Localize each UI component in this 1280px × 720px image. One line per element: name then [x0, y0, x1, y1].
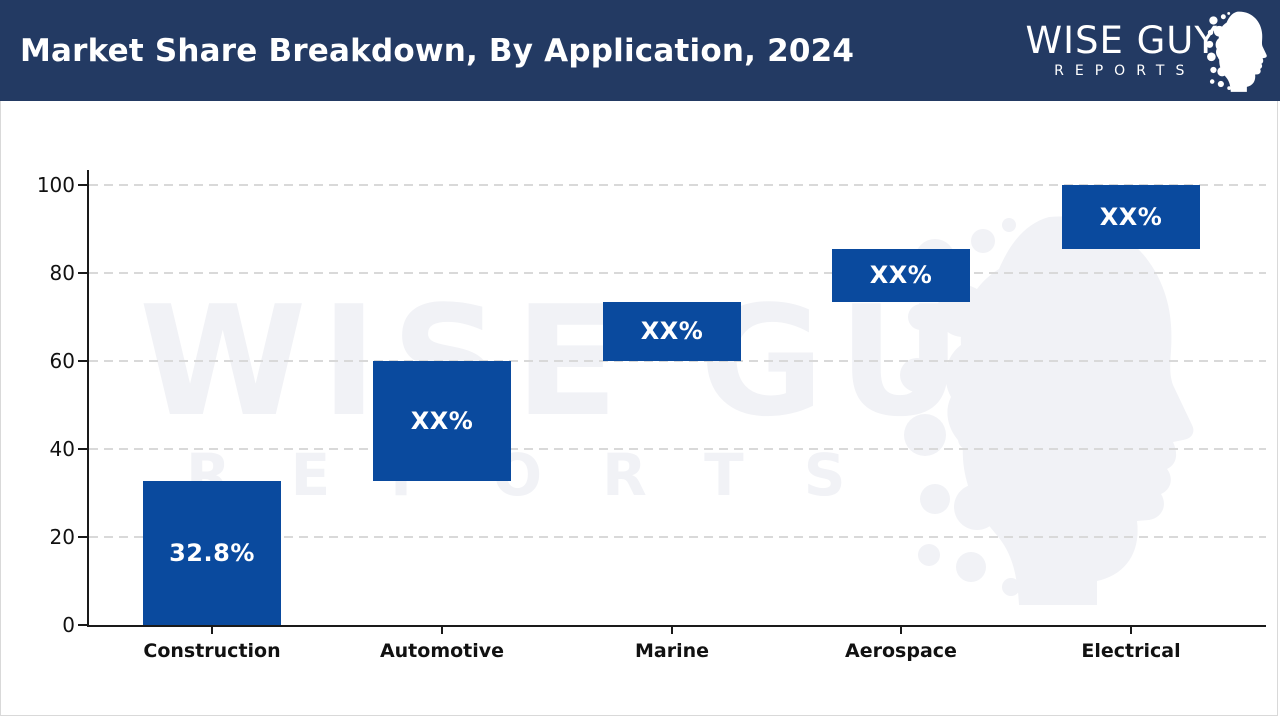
y-tick-mark — [78, 183, 87, 186]
logo-wordmark: WISE GUY REPORTS — [1026, 22, 1218, 79]
x-axis-spine — [87, 625, 1266, 627]
bar-value-label: XX% — [640, 317, 704, 346]
bar-construction: 32.8% — [143, 480, 281, 625]
y-tick-label: 60 — [49, 348, 75, 373]
bar-electrical: XX% — [1062, 184, 1200, 249]
gridline-80 — [89, 271, 1266, 274]
bar-value-label: XX% — [869, 261, 933, 290]
bar-value-label: XX% — [410, 406, 474, 435]
y-tick-label: 100 — [36, 172, 75, 197]
x-category-label: Marine — [634, 640, 710, 662]
y-tick-mark — [78, 271, 87, 274]
y-axis-spine — [87, 170, 89, 627]
logo-wordmark-line2: REPORTS — [1054, 63, 1196, 79]
y-tick-mark — [78, 624, 87, 626]
logo-wordmark-line1: WISE GUY — [1025, 19, 1218, 62]
x-tick-mark — [900, 625, 902, 634]
watermark-face-icon — [900, 216, 1194, 605]
watermark-subtext: REPORTS — [186, 441, 906, 509]
logo-face-icon — [1206, 11, 1267, 92]
bar-aerospace: XX% — [832, 248, 970, 302]
wise-guy-logo: WISE GUY REPORTS — [1026, 9, 1270, 93]
y-tick-label: 20 — [49, 524, 75, 549]
gridline-20 — [89, 535, 1266, 538]
y-tick-label: 0 — [62, 613, 75, 637]
y-tick-label: 40 — [49, 436, 75, 461]
bar-marine: XX% — [603, 301, 741, 361]
x-category-label: Automotive — [379, 640, 505, 662]
chart-frame: WISE GUY REPORTS 02040608010032.8%Constr… — [0, 101, 1278, 716]
gridline-40 — [89, 447, 1266, 450]
x-category-label: Construction — [143, 640, 281, 662]
y-tick-mark — [78, 447, 87, 450]
gridline-100 — [89, 183, 1266, 186]
header-bar: Market Share Breakdown, By Application, … — [0, 0, 1280, 101]
y-tick-mark — [78, 535, 87, 538]
page-title: Market Share Breakdown, By Application, … — [20, 32, 855, 69]
bar-value-label: 32.8% — [169, 538, 255, 567]
x-tick-mark — [211, 625, 213, 634]
plot-area: 0 20 40 60 80 100 32.8% Construction XX% Automoti… — [37, 170, 1266, 662]
y-tick-mark — [78, 359, 87, 362]
x-tick-mark — [441, 625, 443, 634]
bar-automotive: XX% — [373, 360, 511, 481]
y-tick-label: 80 — [49, 260, 75, 285]
x-category-label: Aerospace — [845, 640, 957, 662]
x-tick-mark — [1130, 625, 1132, 634]
x-tick-mark — [671, 625, 673, 634]
bar-value-label: XX% — [1099, 202, 1163, 231]
x-category-label: Electrical — [1081, 640, 1181, 662]
